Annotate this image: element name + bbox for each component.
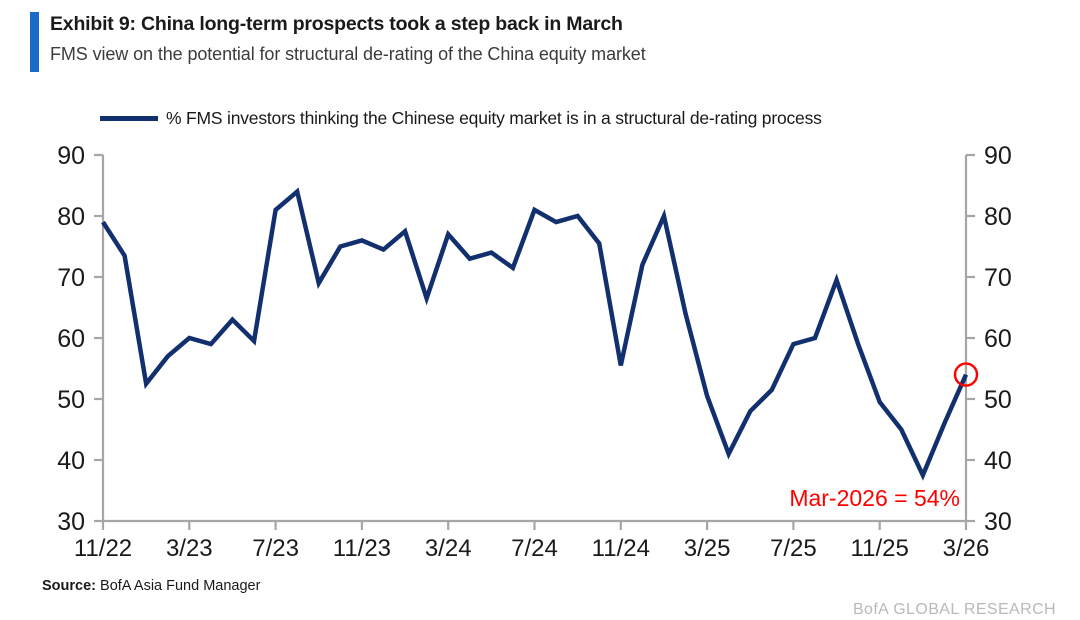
y-axis-label-left: 70 <box>57 264 85 292</box>
y-axis-label-right: 60 <box>984 325 1012 353</box>
x-axis-label: 11/24 <box>592 535 650 562</box>
x-axis-label: 3/25 <box>684 535 731 562</box>
y-axis-label-right: 70 <box>984 264 1012 292</box>
x-axis-label: 7/24 <box>511 535 558 562</box>
legend-line-swatch <box>100 115 158 121</box>
y-axis-label-left: 90 <box>57 142 85 170</box>
research-watermark: BofA GLOBAL RESEARCH <box>852 601 1056 618</box>
y-axis-label-right: 40 <box>984 447 1012 475</box>
page-title: Exhibit 9: China long-term prospects too… <box>50 13 623 35</box>
y-axis-label-left: 50 <box>57 386 85 414</box>
x-axis-label: 7/23 <box>252 535 299 562</box>
source-text: BofA Asia Fund Manager <box>96 578 261 594</box>
y-axis-label-right: 50 <box>984 386 1012 414</box>
x-axis-label: 3/24 <box>425 535 472 562</box>
x-axis-label: 3/23 <box>166 535 213 562</box>
page-subtitle: FMS view on the potential for structural… <box>50 44 646 64</box>
y-axis-label-left: 40 <box>57 447 85 475</box>
x-axis-label: 11/23 <box>333 535 391 562</box>
y-axis-label-left: 30 <box>57 508 85 536</box>
exhibit-header: Exhibit 9: China long-term prospects too… <box>0 0 1080 88</box>
highlight-circle-marker <box>953 362 979 387</box>
legend-item-label: % FMS investors thinking the Chinese equ… <box>166 107 822 128</box>
x-axis-label: 11/22 <box>74 535 132 562</box>
x-axis-label: 11/25 <box>851 535 909 562</box>
y-axis-label-right: 30 <box>984 508 1012 536</box>
source-label: Source: <box>42 578 96 594</box>
chart-legend: % FMS investors thinking the Chinese equ… <box>100 104 822 132</box>
y-axis-label-left: 80 <box>57 203 85 231</box>
x-axis-label: 7/25 <box>770 535 817 562</box>
x-axis-label: 3/26 <box>943 535 990 562</box>
accent-bar <box>30 12 39 72</box>
y-axis-label-right: 90 <box>984 142 1012 170</box>
source-note: Source: BofA Asia Fund Manager <box>42 578 260 594</box>
data-line-fms-derating <box>101 187 969 481</box>
last-value-annotation: Mar-2026 = 54% <box>789 485 960 511</box>
y-axis-label-right: 80 <box>984 203 1012 231</box>
y-axis-label-left: 60 <box>57 325 85 353</box>
